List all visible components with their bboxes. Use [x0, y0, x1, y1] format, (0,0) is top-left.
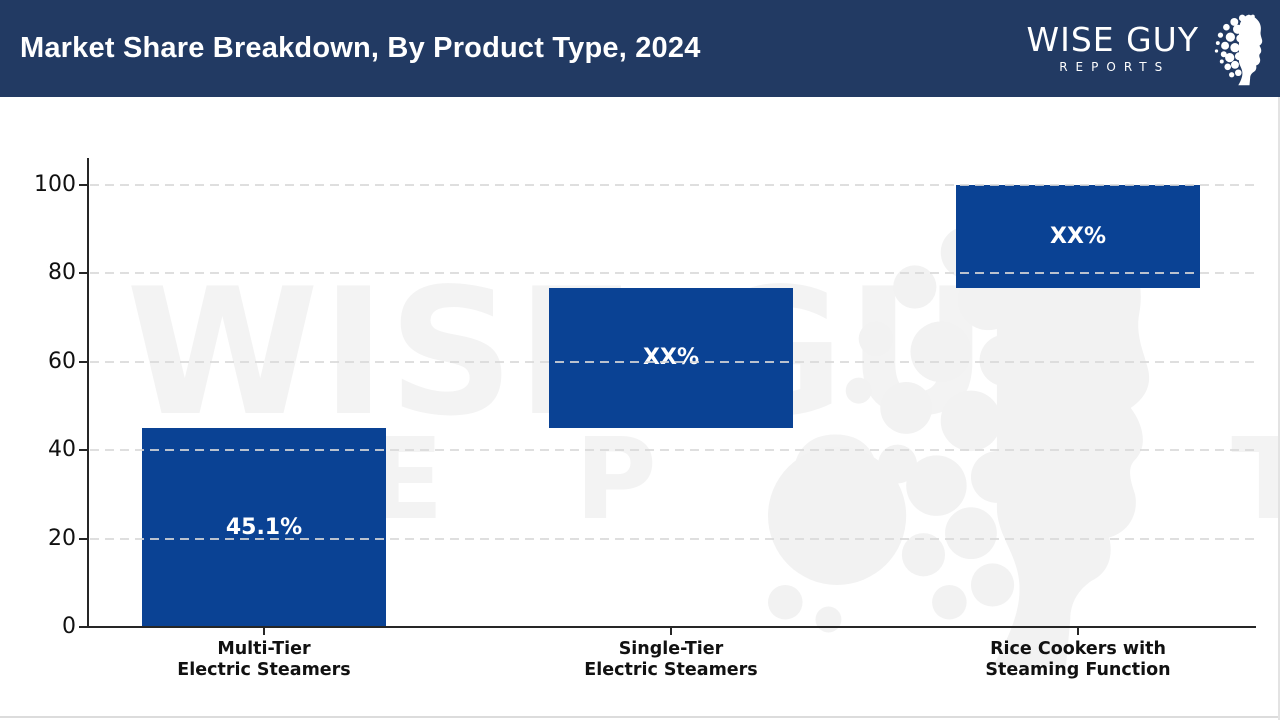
y-tick-label: 60 [48, 348, 76, 374]
x-tick [670, 627, 672, 635]
logo-subtext: REPORTS [1059, 60, 1171, 74]
bar-value-label: XX% [1050, 223, 1106, 249]
bar-value-label: 45.1% [225, 514, 303, 540]
x-category-label: Rice Cookers with Steaming Function [898, 639, 1258, 682]
bar-value-label: XX% [643, 345, 699, 371]
x-tick [263, 627, 265, 635]
x-category-line2: Electric Steamers [584, 660, 758, 681]
x-category-line2: Steaming Function [985, 660, 1171, 681]
bar-segment: 45.1% [142, 427, 386, 627]
x-category-line1: Rice Cookers with [990, 639, 1166, 659]
chart-title: Market Share Breakdown, By Product Type,… [20, 32, 701, 64]
logo-wordmark: WISE GUY [1026, 20, 1199, 59]
y-tick-label: 20 [48, 525, 76, 551]
x-category-label: Single-Tier Electric Steamers [491, 639, 851, 682]
y-tick-label: 0 [62, 614, 76, 639]
y-tick [79, 537, 88, 540]
y-tick [79, 272, 88, 275]
x-category-line1: Multi-Tier [217, 639, 311, 659]
y-tick [79, 449, 88, 452]
x-category-line1: Single-Tier [618, 639, 724, 659]
bar-segment: XX% [549, 287, 793, 428]
x-category-line2: Electric Steamers [177, 660, 351, 681]
header-bar: Market Share Breakdown, By Product Type,… [0, 0, 1280, 97]
x-tick [1077, 627, 1079, 635]
bottom-frame-line [0, 716, 1280, 718]
right-frame-line [1278, 97, 1280, 720]
y-tick-label: 80 [48, 260, 76, 286]
y-tick [79, 626, 88, 628]
brand-logo-text: WISE GUY REPORTS [1026, 23, 1199, 74]
logo-face-icon [1214, 14, 1263, 85]
y-tick [79, 360, 88, 363]
y-tick-label: 100 [34, 172, 76, 197]
y-tick [79, 184, 88, 186]
y-axis-line [87, 158, 89, 628]
bar-segment: XX% [956, 185, 1200, 288]
x-category-label: Multi-Tier Electric Steamers [84, 639, 444, 682]
y-tick-label: 40 [48, 437, 76, 463]
brand-logo: WISE GUY REPORTS [1026, 11, 1266, 87]
